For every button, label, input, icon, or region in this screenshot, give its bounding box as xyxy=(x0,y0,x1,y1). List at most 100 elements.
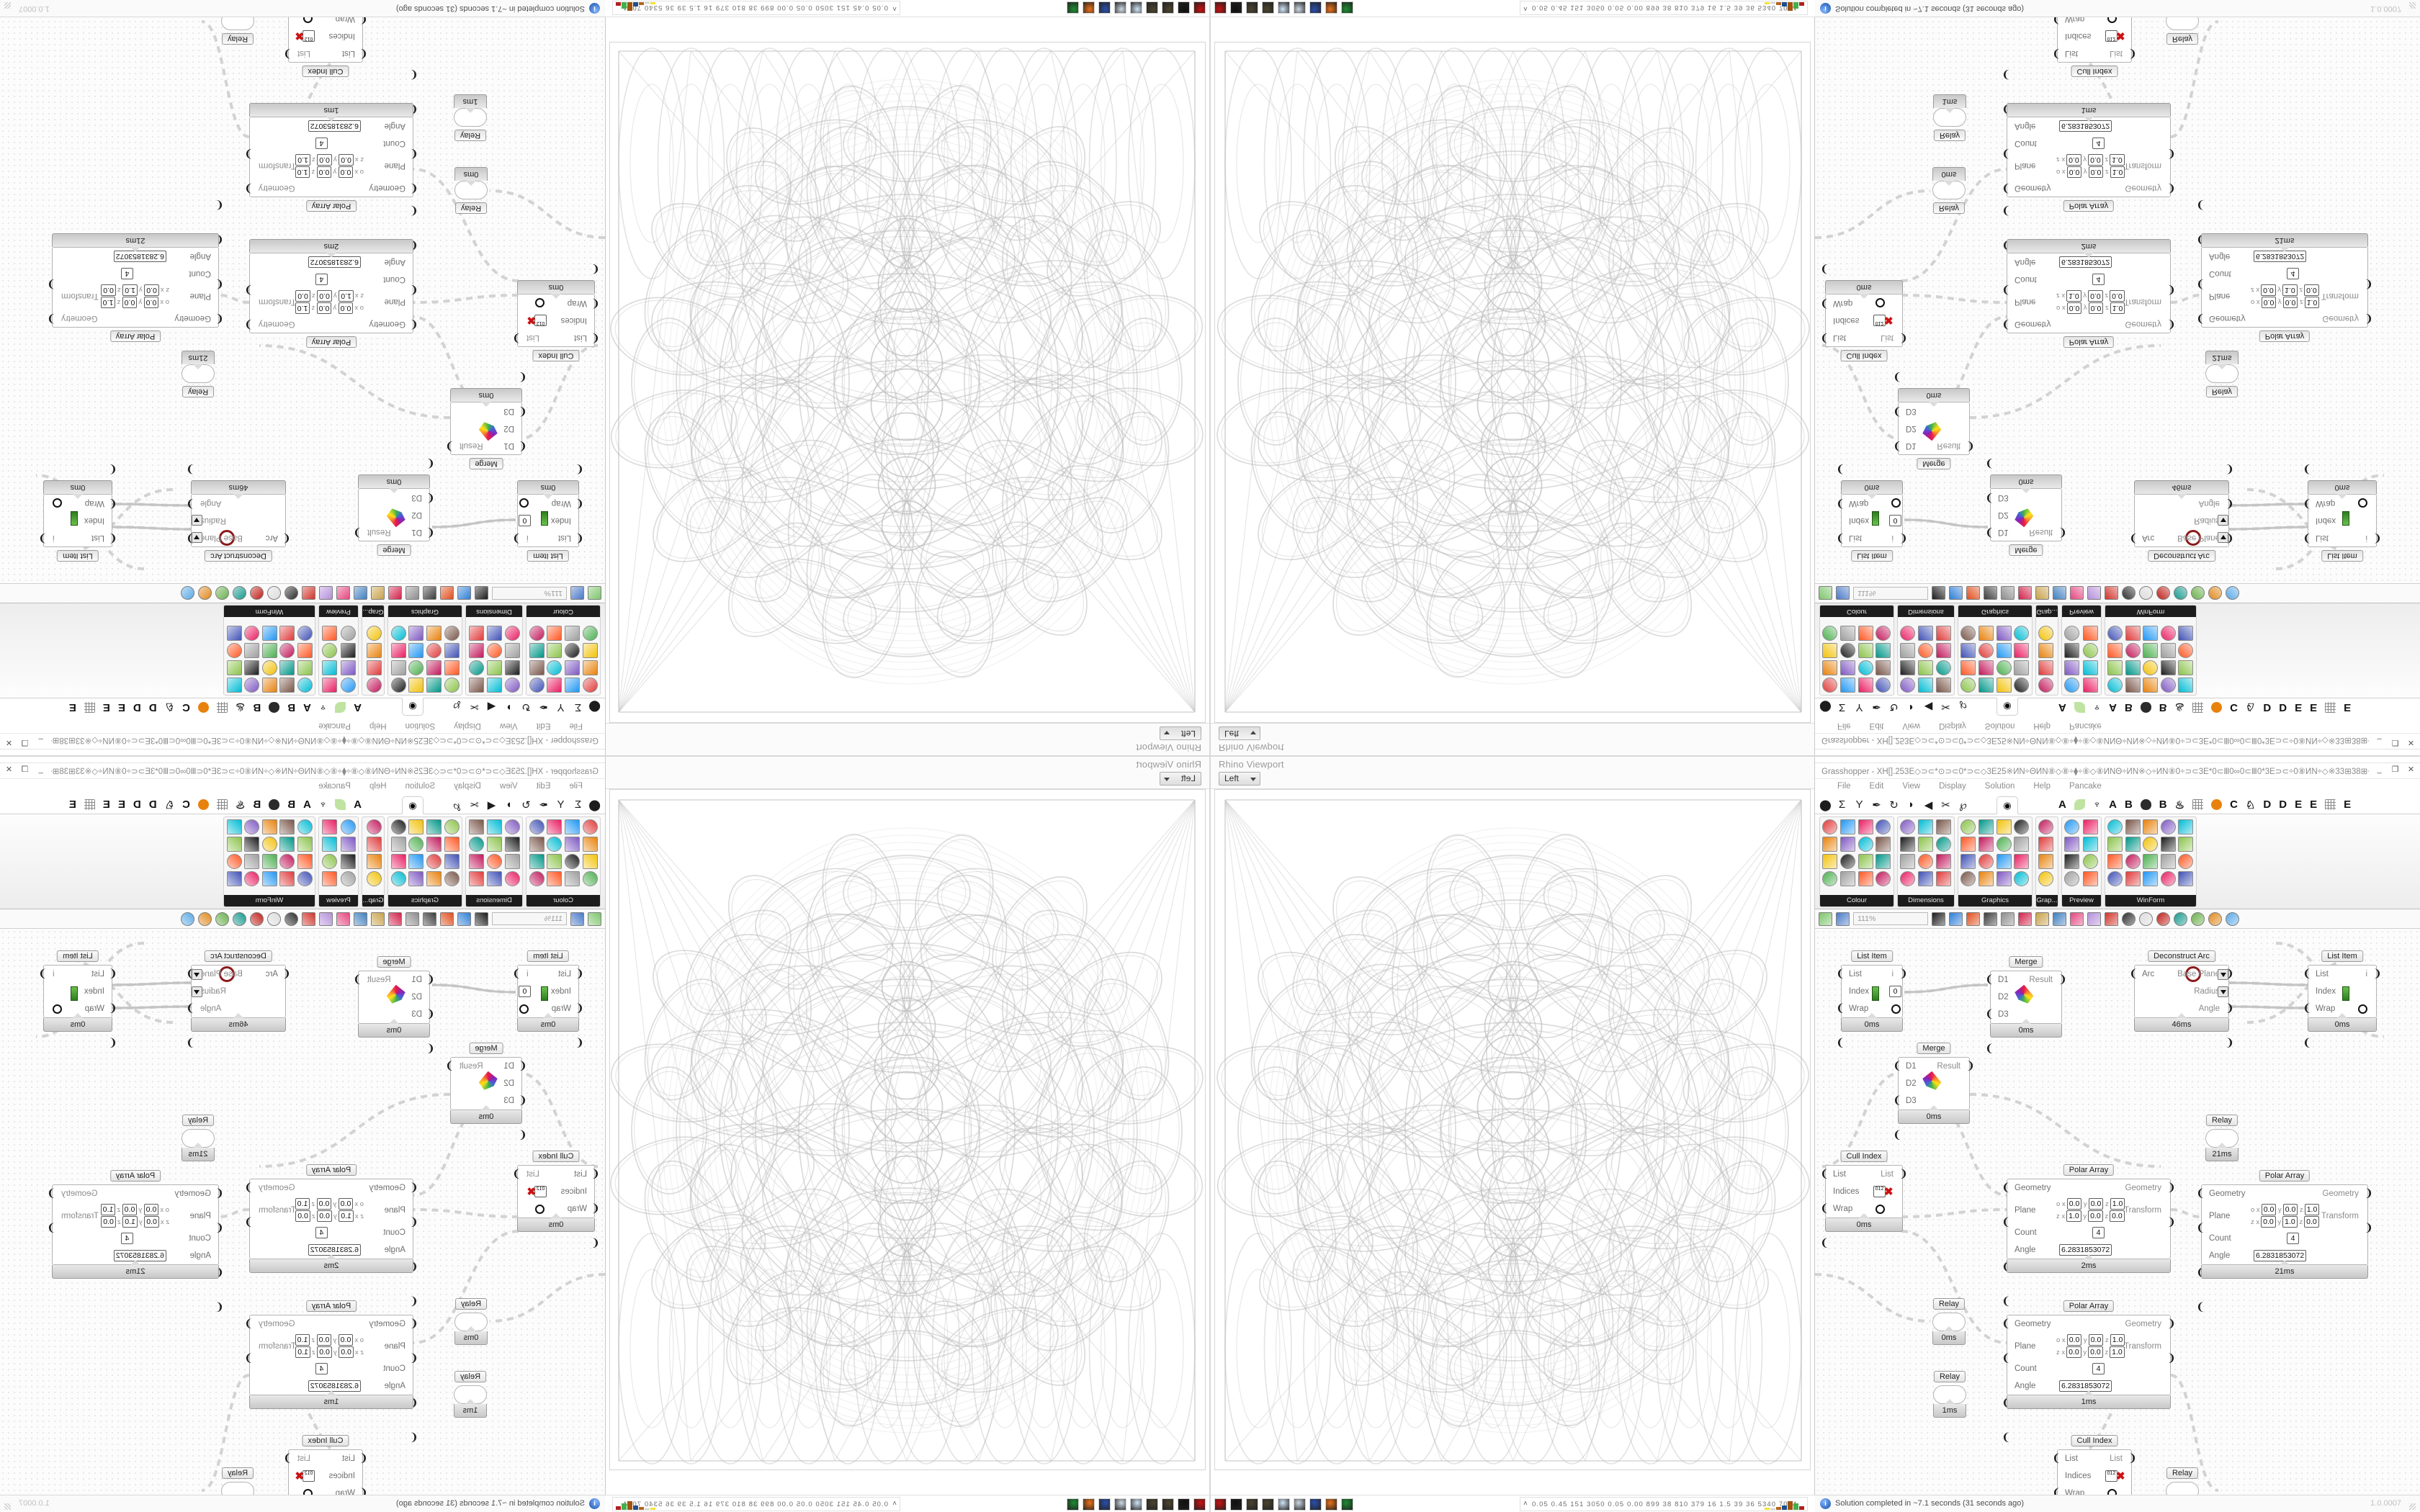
tab-glyph-1[interactable]: Σ xyxy=(574,701,582,714)
component-icon[interactable] xyxy=(244,871,260,886)
input-pin[interactable]: ❨ xyxy=(108,532,117,544)
component-icon[interactable] xyxy=(505,643,520,658)
sphere-green-icon[interactable] xyxy=(215,912,229,926)
menu-item-view[interactable]: View xyxy=(1902,782,1921,791)
taskbar-red-shield-icon[interactable] xyxy=(1193,1,1206,14)
taskbar-document-icon[interactable] xyxy=(1114,1,1126,14)
tab-letter-a-3[interactable]: A xyxy=(2109,701,2117,714)
taskbar-globe-dark-icon-2[interactable] xyxy=(1146,1498,1158,1511)
angle-field[interactable]: 6.2831853072 xyxy=(2059,120,2112,132)
component-icon[interactable] xyxy=(1918,660,1933,675)
boolean-toggle[interactable] xyxy=(1891,1004,1901,1014)
component-icon[interactable] xyxy=(367,660,382,675)
menu-item-help[interactable]: Help xyxy=(2033,721,2051,730)
menu-item-edit[interactable]: Edit xyxy=(536,721,551,730)
sphere-blue-icon[interactable] xyxy=(181,912,194,926)
angle-field[interactable]: 6.2831853072 xyxy=(2059,1244,2112,1256)
component-icon[interactable] xyxy=(1857,626,1873,641)
component-name-capsule[interactable]: Deconstruct Arc xyxy=(2148,550,2215,562)
sphere-orange-icon[interactable] xyxy=(198,586,212,600)
component-icon[interactable] xyxy=(547,871,563,886)
output-pin[interactable]: ❩ xyxy=(47,312,56,325)
help-icon[interactable] xyxy=(336,586,350,600)
component-icon[interactable] xyxy=(390,837,406,852)
component-icon[interactable] xyxy=(1876,678,1891,693)
input-pin[interactable]: ❨ xyxy=(1985,1008,1994,1020)
component-icon[interactable] xyxy=(2107,854,2123,869)
component-icon[interactable] xyxy=(2014,871,2030,886)
output-pin[interactable]: ❩ xyxy=(283,1452,292,1464)
bake-icon[interactable] xyxy=(1966,912,1980,926)
component-body[interactable]: ❨ D1 Result ❩ ❨ D2 ❨ D3 xyxy=(1985,971,2067,1054)
at-icon[interactable] xyxy=(405,586,419,600)
output-pin[interactable]: ❩ xyxy=(2364,1222,2373,1234)
component-icon[interactable] xyxy=(2125,660,2141,675)
input-pin[interactable]: ❨ xyxy=(591,332,600,344)
menu-item-display[interactable]: Display xyxy=(1939,721,1966,730)
relay-name-capsule[interactable]: Relay xyxy=(182,386,215,397)
tab-letter-e-17[interactable]: E xyxy=(2344,798,2352,811)
orange-chip-icon[interactable] xyxy=(2211,799,2223,810)
component-icon[interactable] xyxy=(322,626,338,641)
indices-list-field[interactable]: 012 xyxy=(534,1186,547,1197)
component-icon[interactable] xyxy=(444,819,460,834)
tab-letter-b-4[interactable]: B xyxy=(287,798,296,811)
component-icon[interactable] xyxy=(226,819,242,834)
tab-letter-b-6[interactable]: B xyxy=(253,798,261,811)
grid-icon[interactable] xyxy=(216,702,228,713)
input-pin[interactable]: ❨ xyxy=(409,1318,418,1330)
plane-value-field[interactable]: 1.0 xyxy=(122,284,138,296)
tab-letter-a-3[interactable]: A xyxy=(2109,798,2117,811)
component-icon[interactable] xyxy=(444,871,460,886)
preview-eye-icon[interactable] xyxy=(1949,586,1963,600)
component-icon[interactable] xyxy=(226,626,242,641)
output-pin[interactable]: ❩ xyxy=(244,318,254,330)
save-icon[interactable] xyxy=(570,586,584,600)
component-icon[interactable] xyxy=(2082,678,2098,693)
close-button[interactable]: ✕ xyxy=(5,765,13,774)
component-body[interactable]: ❨ D1 Result ❩ ❨ D2 ❨ D3 xyxy=(1893,1057,1975,1140)
tab-letter-♨-7[interactable]: ♨ xyxy=(235,701,246,714)
menu-item-solution[interactable]: Solution xyxy=(405,721,436,730)
component-icon[interactable] xyxy=(2038,660,2053,675)
plane-value-field[interactable]: 0.0 xyxy=(2088,154,2103,166)
gh-component-list-item[interactable]: List Item ❨ List i ❩ ❨ Index 0 ❨ Wrap 0ms xyxy=(1836,950,1908,1048)
boolean-toggle[interactable] xyxy=(2358,498,2367,508)
tab-glyph-0[interactable]: ⬤ xyxy=(588,798,601,811)
component-icon[interactable] xyxy=(341,871,356,886)
count-field[interactable]: 4 xyxy=(121,1233,133,1244)
index-value-field[interactable]: 0 xyxy=(1889,515,1901,526)
input-pin[interactable]: ❨ xyxy=(215,312,224,325)
output-pin[interactable]: ❩ xyxy=(1899,1168,1908,1180)
component-icon[interactable] xyxy=(469,871,484,886)
component-icon[interactable] xyxy=(1857,660,1873,675)
plane-value-field[interactable]: 0.0 xyxy=(2066,154,2081,166)
component-name-capsule[interactable]: Merge xyxy=(2009,544,2043,556)
menu-item-file[interactable]: File xyxy=(569,721,583,730)
input-pin[interactable]: ❨ xyxy=(108,463,117,475)
indices-list-field[interactable]: 012 xyxy=(534,315,547,326)
component-icon[interactable] xyxy=(2178,837,2194,852)
component-name-capsule[interactable]: Cull Index xyxy=(532,350,580,361)
gh-relay[interactable]: Relay 0ms xyxy=(1932,167,1966,214)
plane-value-field[interactable]: 0.0 xyxy=(316,302,332,314)
taskbar-penguin-icon[interactable] xyxy=(1230,1498,1242,1511)
input-pin[interactable]: ❨ xyxy=(2196,312,2205,325)
sphere-light-icon[interactable] xyxy=(267,586,281,600)
component-icon[interactable] xyxy=(2082,660,2098,675)
component-icon[interactable] xyxy=(2038,643,2053,658)
tab-glyph-7[interactable]: ✂ xyxy=(1941,798,1950,811)
component-icon[interactable] xyxy=(1857,871,1873,886)
component-icon[interactable] xyxy=(565,837,581,852)
input-pin[interactable]: ❨ xyxy=(1985,457,1994,469)
plane-value-field[interactable]: 1.0 xyxy=(100,1204,116,1215)
plane-value-field[interactable]: 0.0 xyxy=(2261,1216,2276,1228)
component-icon[interactable] xyxy=(1822,871,1837,886)
tab-glyph-6[interactable]: ◀ xyxy=(1924,798,1933,811)
component-icon[interactable] xyxy=(426,854,442,869)
output-pin[interactable]: ❩ xyxy=(2372,532,2382,544)
